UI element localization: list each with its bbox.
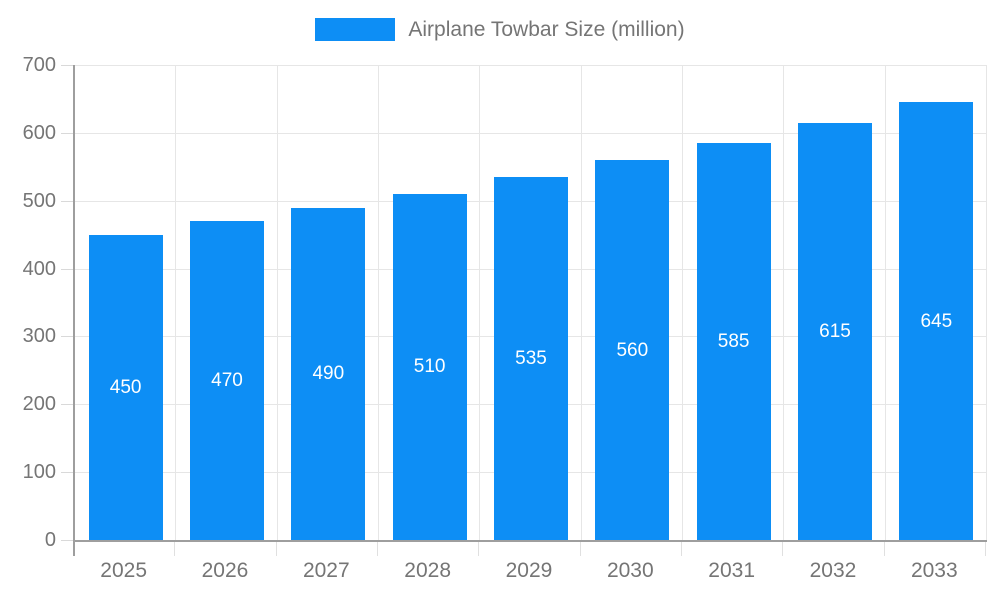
x-tick (681, 542, 682, 556)
y-tick-label: 300 (22, 325, 56, 348)
x-gridline (479, 65, 481, 540)
y-tick-label: 600 (22, 121, 56, 144)
bar: 645 (899, 102, 974, 540)
x-gridline (884, 65, 886, 540)
legend-label[interactable]: Airplane Towbar Size (million) (408, 18, 685, 41)
bar: 615 (798, 122, 872, 540)
x-tick-label: 2031 (708, 559, 756, 582)
y-tick (61, 404, 73, 406)
bar: 535 (494, 176, 568, 540)
bar-value-label: 585 (717, 331, 750, 352)
x-gridline (276, 65, 278, 540)
x-tick (985, 542, 986, 556)
bar: 470 (190, 221, 264, 540)
x-tick-label: 2028 (404, 559, 452, 582)
y-tick (61, 200, 73, 202)
bar-value-label: 510 (413, 356, 446, 378)
bar-value-label: 560 (616, 339, 649, 361)
y-tick-label: 100 (22, 461, 56, 484)
legend-swatch[interactable] (315, 18, 396, 41)
x-tick-label: 2030 (606, 559, 654, 582)
legend: Airplane Towbar Size (million) (0, 18, 1000, 41)
y-tick (61, 540, 73, 541)
bar-value-label: 470 (211, 370, 243, 392)
y-tick-label: 500 (22, 189, 56, 212)
x-tick (782, 542, 784, 556)
bar-value-label: 615 (819, 320, 851, 342)
bar: 585 (696, 143, 771, 540)
x-tick (174, 542, 176, 556)
x-gridline (986, 65, 987, 540)
x-tick-label: 2032 (809, 559, 857, 582)
y-tick (61, 65, 73, 66)
bar-value-label: 645 (920, 310, 953, 332)
y-tick-label: 700 (22, 54, 56, 76)
y-tick (61, 268, 73, 270)
x-tick (377, 542, 378, 556)
x-tick (73, 542, 75, 556)
x-tick (579, 542, 581, 556)
y-tick (61, 336, 73, 338)
y-tick (61, 472, 73, 474)
x-gridline (378, 65, 379, 540)
bar: 450 (88, 234, 163, 540)
y-gridline (75, 65, 987, 66)
x-tick (478, 542, 480, 556)
x-tick-label: 2027 (302, 559, 350, 582)
x-tick (275, 542, 277, 556)
x-tick-label: 2026 (201, 559, 249, 582)
bar: 510 (392, 193, 467, 540)
x-tick (883, 542, 885, 556)
bar: 490 (291, 207, 366, 540)
bar-value-label: 450 (109, 376, 142, 398)
y-gridline (75, 132, 987, 134)
bar-value-label: 535 (515, 347, 547, 369)
y-tick-label: 400 (22, 257, 56, 280)
x-gridline (580, 65, 582, 540)
y-tick-label: 200 (22, 393, 56, 416)
x-gridline (682, 65, 683, 540)
y-tick (61, 132, 73, 134)
x-tick-label: 2033 (910, 559, 958, 582)
x-tick-label: 2029 (505, 559, 553, 582)
x-tick-label: 2025 (100, 559, 148, 582)
bar-value-label: 490 (312, 363, 345, 385)
x-gridline (783, 65, 785, 540)
bar: 560 (595, 160, 670, 540)
y-tick-label: 0 (44, 529, 56, 551)
plot-area: 450 470 490 510 535 560 585 615 645 (73, 65, 987, 542)
x-gridline (175, 65, 177, 540)
